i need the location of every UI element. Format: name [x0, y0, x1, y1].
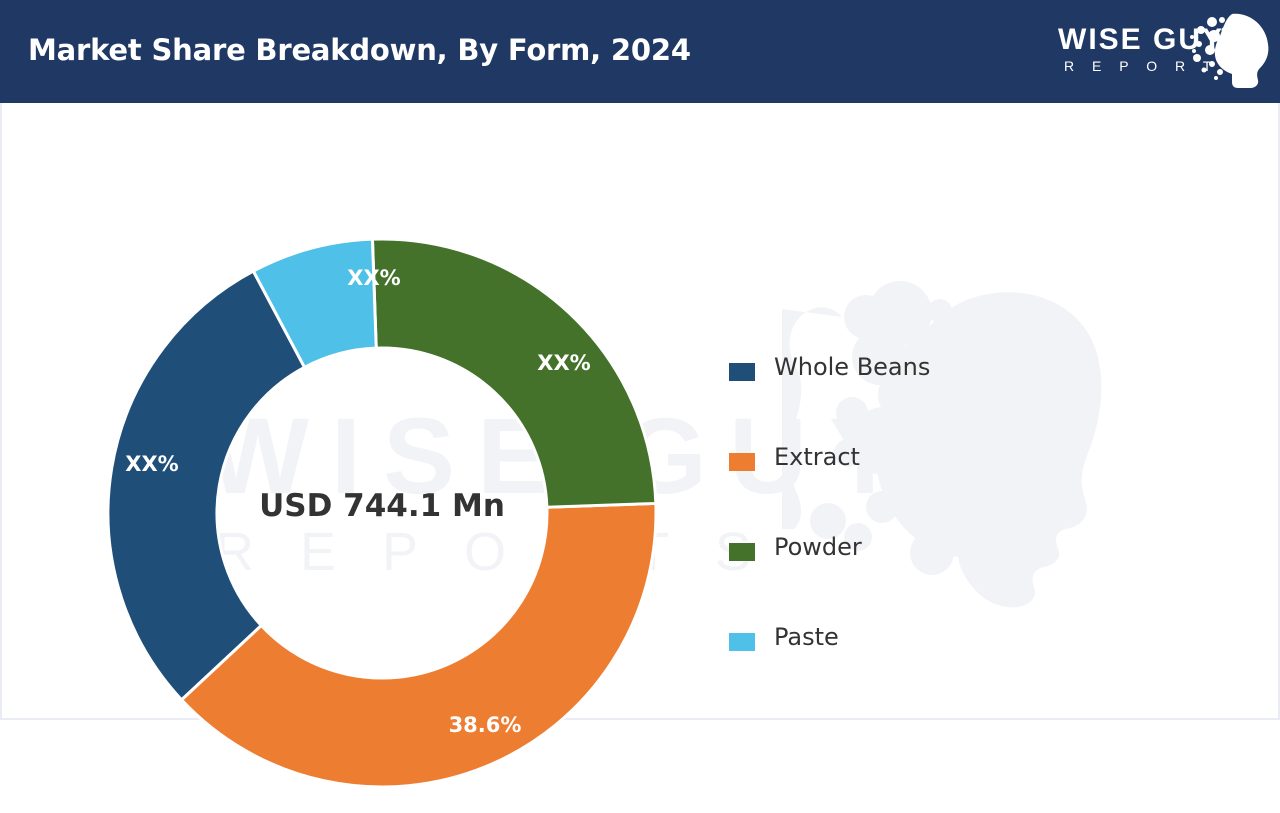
donut-slice-paste[interactable] [251, 237, 378, 370]
wise-guy-reports-logo: WISE GUY R E P O R T S [1052, 6, 1272, 98]
header-bar: Market Share Breakdown, By Form, 2024 WI… [0, 0, 1280, 103]
slice-percent-label: 38.6% [449, 713, 522, 737]
slice-percent-label: XX% [537, 351, 590, 375]
page-title: Market Share Breakdown, By Form, 2024 [28, 33, 691, 67]
legend-swatch-icon [729, 363, 755, 381]
legend-item-whole-beans[interactable]: Whole Beans [729, 353, 1059, 448]
legend-item-paste[interactable]: Paste [729, 623, 1059, 718]
slice-percent-label: XX% [125, 452, 178, 476]
donut-slice-extract[interactable] [179, 501, 658, 789]
legend-label: Powder [774, 533, 862, 561]
legend-label: Whole Beans [774, 353, 931, 381]
logo-wordmark-secondary: R E P O R T S [1064, 58, 1246, 74]
donut-slice-whole-beans[interactable] [106, 269, 307, 702]
head-profile-dots-icon [1190, 13, 1269, 88]
legend-item-extract[interactable]: Extract [729, 443, 1059, 538]
legend-swatch-icon [729, 633, 755, 651]
legend-label: Extract [774, 443, 860, 471]
legend-label: Paste [774, 623, 839, 651]
donut-center-value: USD 744.1 Mn [259, 488, 505, 524]
legend-swatch-icon [729, 543, 755, 561]
donut-slice-powder[interactable] [370, 237, 658, 509]
legend-item-powder[interactable]: Powder [729, 533, 1059, 628]
chart-panel: WISE GUY REPORTS [0, 103, 1280, 789]
slice-percent-label: XX% [347, 266, 400, 290]
chart-legend: Whole Beans Extract Powder Paste [729, 353, 1059, 718]
legend-swatch-icon [729, 453, 755, 471]
